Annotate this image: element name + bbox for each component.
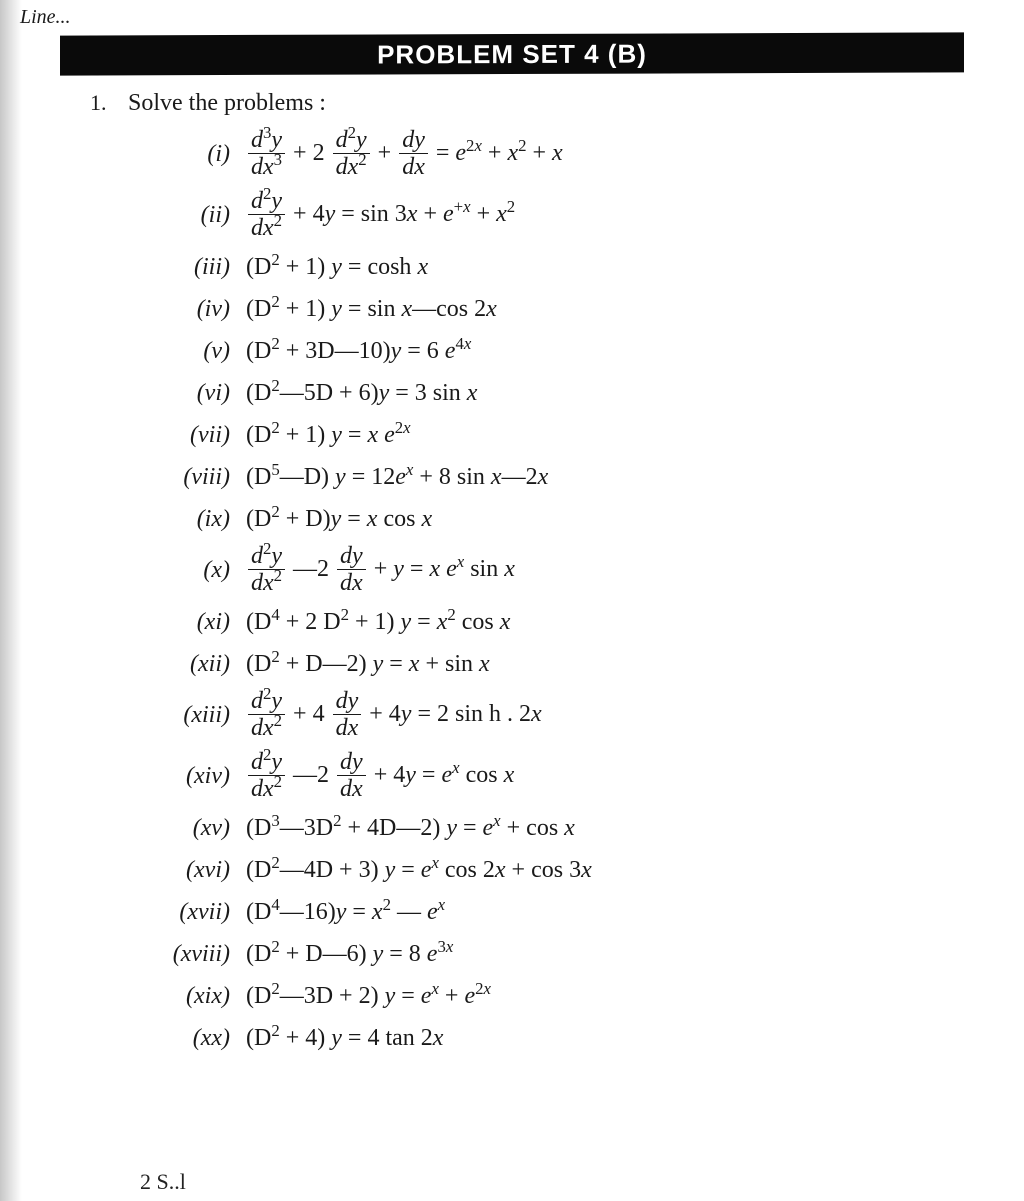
problem-label: (xiv) bbox=[160, 758, 246, 794]
footer-cutoff-text: 2 S..l bbox=[140, 1169, 186, 1195]
problem-item: (xix)(D2—3D + 2) y = ex + e2x bbox=[160, 978, 964, 1014]
problem-label: (xix) bbox=[160, 978, 246, 1014]
problem-label: (viii) bbox=[160, 459, 246, 495]
problem-item: (xii)(D2 + D—2) y = x + sin x bbox=[160, 646, 964, 682]
problem-label: (xv) bbox=[160, 810, 246, 846]
problem-item: (vii)(D2 + 1) y = x e2x bbox=[160, 417, 964, 453]
problem-equation: (D2—4D + 3) y = ex cos 2x + cos 3x bbox=[246, 852, 592, 888]
problem-label: (iv) bbox=[160, 291, 246, 327]
problem-equation: d2ydx2 + 4 dydx + 4y = 2 sin h . 2x bbox=[246, 688, 542, 743]
problem-item: (xviii)(D2 + D—6) y = 8 e3x bbox=[160, 936, 964, 972]
problem-equation: (D2 + 4) y = 4 tan 2x bbox=[246, 1020, 443, 1056]
problem-label: (xx) bbox=[160, 1020, 246, 1056]
content: 1. Solve the problems : (i)d3ydx3 + 2 d2… bbox=[90, 90, 964, 1062]
items-list: (i)d3ydx3 + 2 d2ydx2 + dydx = e2x + x2 +… bbox=[160, 127, 964, 1056]
problem-label: (xvii) bbox=[160, 894, 246, 930]
problem-item: (x)d2ydx2 —2 dydx + y = x ex sin x bbox=[160, 543, 964, 598]
problem-equation: (D4 + 2 D2 + 1) y = x2 cos x bbox=[246, 604, 510, 640]
problem-item: (xiv)d2ydx2 —2 dydx + 4y = ex cos x bbox=[160, 749, 964, 804]
title-text: PROBLEM SET 4 (B) bbox=[377, 38, 647, 70]
problem-equation: (D5—D) y = 12ex + 8 sin x—2x bbox=[246, 459, 548, 495]
problem-item: (ix)(D2 + D)y = x cos x bbox=[160, 501, 964, 537]
problem-equation: d3ydx3 + 2 d2ydx2 + dydx = e2x + x2 + x bbox=[246, 127, 563, 182]
problem-equation: (D2 + 1) y = sin x—cos 2x bbox=[246, 291, 497, 327]
problem-item: (xv)(D3—3D2 + 4D—2) y = ex + cos x bbox=[160, 810, 964, 846]
question-row: 1. Solve the problems : bbox=[90, 90, 964, 117]
problem-equation: (D2—5D + 6)y = 3 sin x bbox=[246, 375, 477, 411]
problem-equation: (D2 + D—2) y = x + sin x bbox=[246, 646, 490, 682]
problem-equation: (D3—3D2 + 4D—2) y = ex + cos x bbox=[246, 810, 575, 846]
problem-label: (xviii) bbox=[160, 936, 246, 972]
problem-item: (ii)d2ydx2 + 4y = sin 3x + e+x + x2 bbox=[160, 188, 964, 243]
problem-label: (vii) bbox=[160, 417, 246, 453]
problem-label: (i) bbox=[160, 136, 246, 172]
problem-item: (viii)(D5—D) y = 12ex + 8 sin x—2x bbox=[160, 459, 964, 495]
problem-equation: (D2 + 3D—10)y = 6 e4x bbox=[246, 333, 471, 369]
problem-label: (ii) bbox=[160, 197, 246, 233]
problem-label: (xi) bbox=[160, 604, 246, 640]
problem-label: (iii) bbox=[160, 249, 246, 285]
problem-item: (iii)(D2 + 1) y = cosh x bbox=[160, 249, 964, 285]
header-cutoff-text: Line... bbox=[20, 6, 71, 29]
problem-equation: (D2 + 1) y = x e2x bbox=[246, 417, 411, 453]
problem-item: (xvi)(D2—4D + 3) y = ex cos 2x + cos 3x bbox=[160, 852, 964, 888]
question-text: Solve the problems : bbox=[128, 90, 326, 117]
problem-label: (vi) bbox=[160, 375, 246, 411]
problem-equation: (D2 + D—6) y = 8 e3x bbox=[246, 936, 453, 972]
title-bar: PROBLEM SET 4 (B) bbox=[60, 32, 964, 75]
problem-label: (v) bbox=[160, 333, 246, 369]
problem-item: (v)(D2 + 3D—10)y = 6 e4x bbox=[160, 333, 964, 369]
problem-equation: d2ydx2 + 4y = sin 3x + e+x + x2 bbox=[246, 188, 515, 243]
problem-equation: d2ydx2 —2 dydx + y = x ex sin x bbox=[246, 543, 515, 598]
problem-label: (xii) bbox=[160, 646, 246, 682]
problem-item: (xx)(D2 + 4) y = 4 tan 2x bbox=[160, 1020, 964, 1056]
problem-equation: (D2—3D + 2) y = ex + e2x bbox=[246, 978, 491, 1014]
problem-equation: (D2 + D)y = x cos x bbox=[246, 501, 432, 537]
problem-item: (xvii)(D4—16)y = x2 — ex bbox=[160, 894, 964, 930]
page: Line... PROBLEM SET 4 (B) 1. Solve the p… bbox=[0, 0, 1024, 1201]
problem-label: (xiii) bbox=[160, 697, 246, 733]
problem-equation: d2ydx2 —2 dydx + 4y = ex cos x bbox=[246, 749, 514, 804]
problem-item: (i)d3ydx3 + 2 d2ydx2 + dydx = e2x + x2 +… bbox=[160, 127, 964, 182]
problem-label: (x) bbox=[160, 552, 246, 588]
problem-item: (xi)(D4 + 2 D2 + 1) y = x2 cos x bbox=[160, 604, 964, 640]
problem-equation: (D2 + 1) y = cosh x bbox=[246, 249, 428, 285]
problem-item: (iv)(D2 + 1) y = sin x—cos 2x bbox=[160, 291, 964, 327]
page-shadow-left bbox=[0, 0, 22, 1201]
problem-item: (vi)(D2—5D + 6)y = 3 sin x bbox=[160, 375, 964, 411]
problem-label: (ix) bbox=[160, 501, 246, 537]
question-number: 1. bbox=[90, 90, 128, 116]
problem-item: (xiii)d2ydx2 + 4 dydx + 4y = 2 sin h . 2… bbox=[160, 688, 964, 743]
problem-label: (xvi) bbox=[160, 852, 246, 888]
problem-equation: (D4—16)y = x2 — ex bbox=[246, 894, 445, 930]
